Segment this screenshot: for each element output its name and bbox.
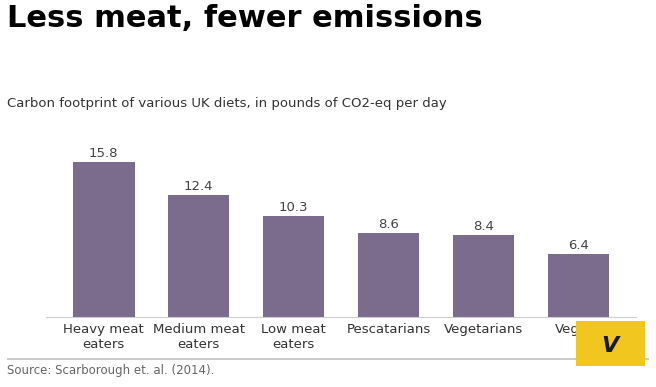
Bar: [358, 233, 419, 317]
Text: Source: Scarborough et. al. (2014).: Source: Scarborough et. al. (2014).: [7, 364, 214, 377]
Bar: [168, 195, 230, 317]
Text: 12.4: 12.4: [184, 180, 213, 194]
Text: 8.4: 8.4: [473, 220, 494, 233]
Text: Less meat, fewer emissions: Less meat, fewer emissions: [7, 4, 482, 33]
Text: V: V: [602, 336, 619, 356]
Text: 10.3: 10.3: [279, 201, 308, 214]
Text: 6.4: 6.4: [568, 240, 589, 252]
Text: 8.6: 8.6: [378, 218, 399, 231]
Bar: [73, 162, 134, 317]
Bar: [263, 216, 325, 317]
Text: Carbon footprint of various UK diets, in pounds of CO2-eq per day: Carbon footprint of various UK diets, in…: [7, 97, 446, 110]
Bar: [548, 254, 609, 317]
Text: 15.8: 15.8: [89, 147, 118, 160]
Bar: [453, 235, 514, 317]
